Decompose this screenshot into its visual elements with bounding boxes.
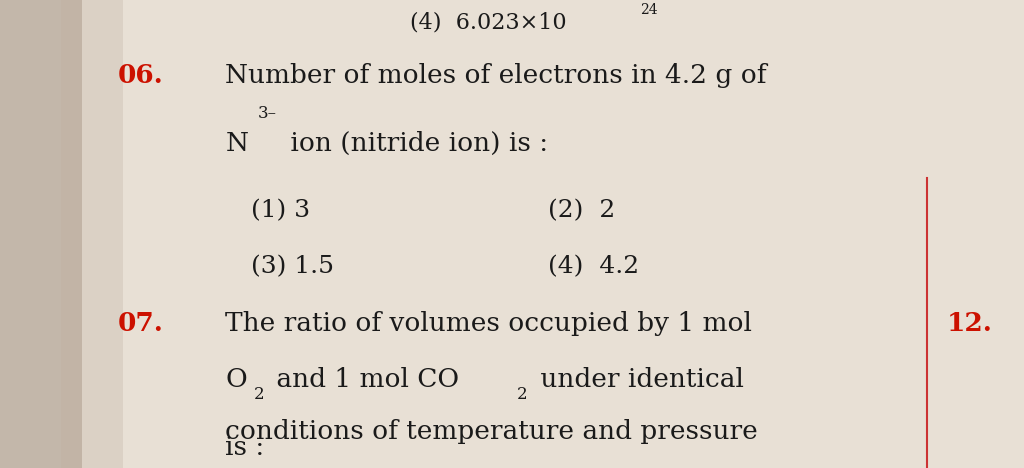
Bar bbox=[0, 0, 82, 468]
Text: O: O bbox=[225, 367, 247, 392]
Text: Number of moles of electrons in 4.2 g of: Number of moles of electrons in 4.2 g of bbox=[225, 63, 767, 88]
Text: (2)  2: (2) 2 bbox=[548, 199, 615, 222]
Text: (4)  4.2: (4) 4.2 bbox=[548, 255, 639, 278]
Text: 12.: 12. bbox=[947, 311, 993, 336]
Text: 3–: 3– bbox=[258, 105, 278, 122]
Text: conditions of temperature and pressure: conditions of temperature and pressure bbox=[225, 419, 758, 444]
Text: N: N bbox=[225, 131, 248, 156]
Text: and 1 mol CO: and 1 mol CO bbox=[268, 367, 460, 392]
Text: 2: 2 bbox=[254, 386, 264, 403]
Text: The ratio of volumes occupied by 1 mol: The ratio of volumes occupied by 1 mol bbox=[225, 311, 753, 336]
Text: 07.: 07. bbox=[118, 311, 164, 336]
Text: ion (nitride ion) is :: ion (nitride ion) is : bbox=[282, 131, 548, 156]
Text: 06.: 06. bbox=[118, 63, 164, 88]
Text: (3) 1.5: (3) 1.5 bbox=[251, 255, 334, 278]
Text: is :: is : bbox=[225, 435, 264, 460]
Text: under identical: under identical bbox=[532, 367, 744, 392]
Text: 2: 2 bbox=[517, 386, 527, 403]
Text: (4)  6.023×10: (4) 6.023×10 bbox=[410, 12, 566, 34]
Text: (1) 3: (1) 3 bbox=[251, 199, 310, 222]
Bar bbox=[61, 0, 123, 468]
Text: 24: 24 bbox=[640, 3, 657, 17]
